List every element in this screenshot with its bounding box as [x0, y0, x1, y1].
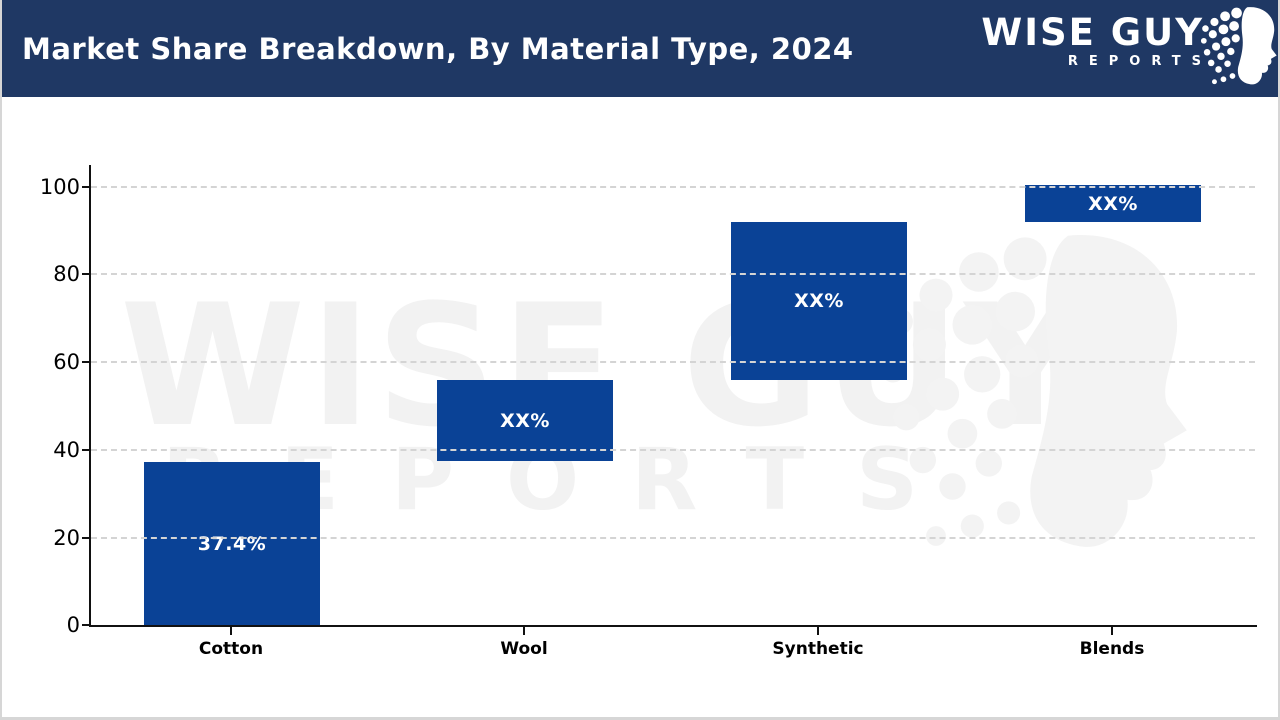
y-tick-80 — [82, 273, 90, 275]
watermark-face-dots-icon — [881, 235, 1187, 547]
bar-synthetic-value-label: XX% — [794, 290, 844, 312]
gridline-100 — [91, 186, 1255, 188]
bar-wool-value-label: XX% — [500, 409, 550, 432]
header-bar: Market Share Breakdown, By Material Type… — [2, 0, 1278, 97]
gridline-80 — [91, 273, 1255, 275]
y-tick-100 — [82, 186, 90, 188]
x-tick-wool — [523, 627, 525, 635]
brand-logo: WISE GUY REPORTS — [981, 11, 1204, 69]
x-label-synthetic: Synthetic — [772, 639, 864, 659]
x-tick-synthetic — [817, 627, 819, 635]
y-tick-40 — [82, 449, 90, 451]
x-label-wool: Wool — [500, 639, 548, 659]
y-tick-60 — [82, 361, 90, 363]
page-title: Market Share Breakdown, By Material Type… — [22, 31, 854, 66]
x-tick-cotton — [230, 627, 232, 635]
brand-logo-face-icon — [1200, 7, 1277, 85]
y-tick-label-60: 60 — [53, 350, 80, 374]
x-label-cotton: Cotton — [198, 639, 264, 659]
y-tick-label-0: 0 — [66, 613, 80, 637]
bar-wool: XX% — [437, 380, 613, 461]
brand-logo-subtext: REPORTS — [1067, 53, 1212, 69]
gridline-60 — [91, 361, 1255, 363]
x-tick-blends — [1111, 627, 1113, 635]
gridline-20 — [91, 537, 1255, 539]
y-tick-0 — [82, 624, 90, 626]
y-axis-line — [89, 165, 91, 627]
brand-logo-wordmark: WISE GUY — [981, 11, 1204, 54]
bar-cotton-value-label: 37.4% — [197, 532, 267, 555]
y-tick-label-40: 40 — [53, 438, 80, 462]
bar-blends: XX% — [1025, 185, 1201, 222]
y-tick-label-100: 100 — [39, 175, 80, 199]
y-tick-20 — [82, 537, 90, 539]
gridline-40 — [91, 449, 1255, 451]
x-label-blends: Blends — [1079, 639, 1145, 659]
bar-blends-value-label: XX% — [1088, 192, 1138, 215]
bar-synthetic: XX% — [731, 222, 907, 380]
y-tick-label-20: 20 — [53, 526, 80, 550]
x-axis-line — [89, 625, 1257, 627]
bar-cotton: 37.4% — [144, 462, 320, 625]
y-tick-label-80: 80 — [53, 262, 80, 286]
